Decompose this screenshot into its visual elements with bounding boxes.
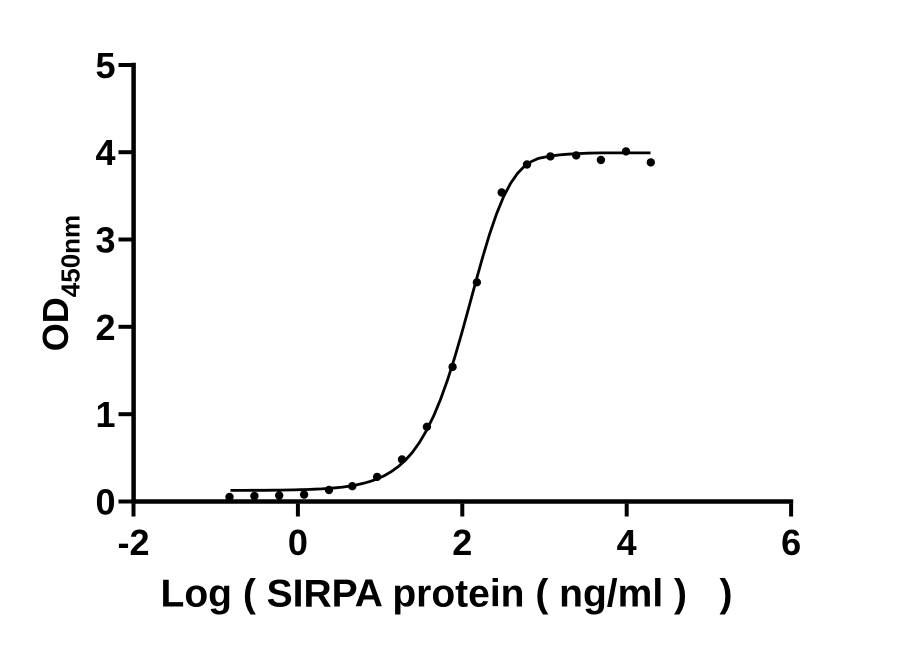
svg-text:6: 6	[781, 522, 801, 563]
svg-text:Log ( SIRPA protein ( ng/ml ): Log ( SIRPA protein ( ng/ml ) )	[161, 573, 733, 616]
svg-text:4: 4	[617, 522, 637, 563]
svg-text:0: 0	[95, 482, 115, 523]
svg-text:2: 2	[452, 522, 472, 563]
svg-text:5: 5	[95, 45, 115, 86]
svg-text:2: 2	[95, 307, 115, 348]
svg-text:1: 1	[95, 394, 115, 435]
svg-text:OD450nm: OD450nm	[35, 215, 86, 351]
svg-text:3: 3	[95, 220, 115, 261]
svg-text:-2: -2	[117, 522, 149, 563]
svg-text:0: 0	[288, 522, 308, 563]
svg-text:4: 4	[95, 132, 115, 173]
